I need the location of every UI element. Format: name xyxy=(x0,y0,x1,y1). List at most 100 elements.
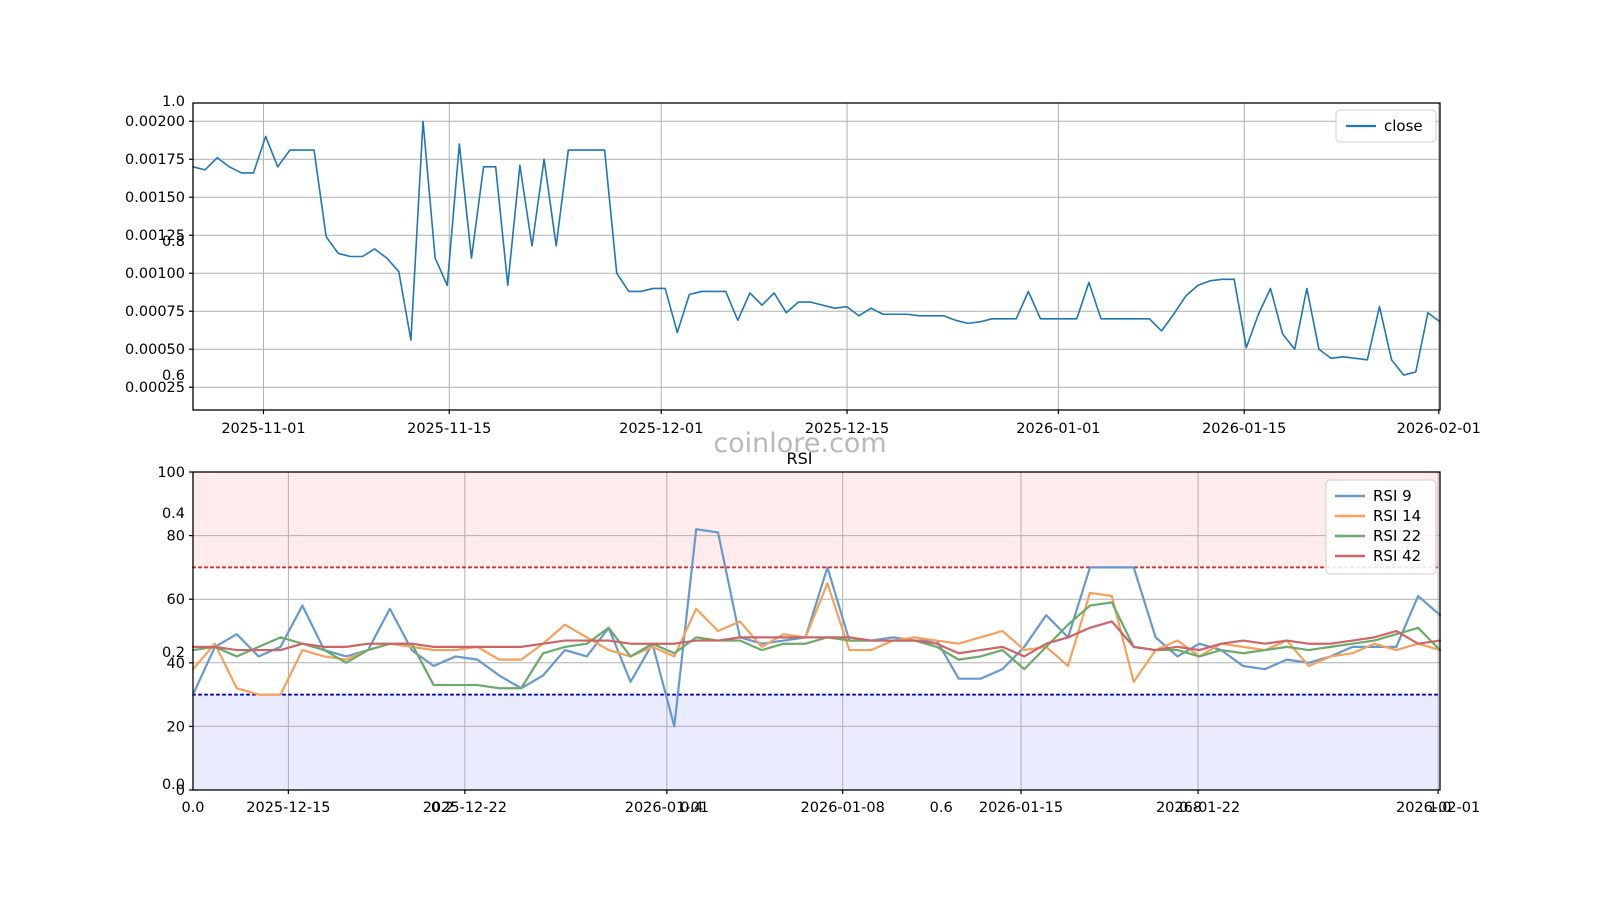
rsi-x-tick: 2026-01-01 xyxy=(625,790,709,816)
rsi-y-tick: 40 xyxy=(167,656,193,672)
price-y-tick: 0.00050 xyxy=(125,342,193,358)
price-x-tick-label: 2026-01-15 xyxy=(1202,421,1286,437)
price-y-tick-label: 0.00125 xyxy=(125,228,185,244)
rsi-x-axis-ticks: 2025-12-15 2025-12-22 2026-01-01 2026-01-08… xyxy=(246,790,1480,816)
price-y-tick-label: 0.00200 xyxy=(125,114,185,130)
rsi-x-axis-ghost-ticks: 0.0 0.2 0.4 0.6 0.8 1.0 xyxy=(181,800,1451,816)
price-y-tick-label: 0.00025 xyxy=(125,380,185,396)
rsi-x-tick-label: 2026-01-15 xyxy=(979,800,1063,816)
rsi-x-ghost-tick-label: 0.6 xyxy=(930,800,953,816)
rsi-legend-label-rsi-42: RSI 42 xyxy=(1373,547,1421,565)
price-y-tick: 0.00175 xyxy=(125,152,193,168)
rsi-x-ghost-tick-label: 0.8 xyxy=(1179,800,1202,816)
price-y-tick-label: 0.00075 xyxy=(125,304,185,320)
price-x-tick: 2025-11-01 xyxy=(221,410,306,437)
rsi-x-tick: 2026-01-22 xyxy=(1156,790,1240,816)
rsi-x-tick: 2026-01-08 xyxy=(801,790,885,816)
price-y-axis-ghost-ticks: 0.6 0.8 1.0 xyxy=(162,94,185,384)
rsi-line-rsi-42 xyxy=(191,620,1442,658)
rsi-legend-label-rsi-9: RSI 9 xyxy=(1373,487,1412,505)
rsi-y-tick: 20 xyxy=(167,719,193,735)
price-legend-box[interactable] xyxy=(1335,109,1437,143)
rsi-y-ghost-tick-label: 0.0 xyxy=(162,777,185,793)
rsi-y-ghost-tick-label: 0.4 xyxy=(162,506,185,522)
rsi-y-tick-label: 60 xyxy=(167,592,185,608)
price-y-tick: 0.00200 xyxy=(125,114,193,130)
rsi-y-tick: 60 xyxy=(167,592,193,608)
price-x-tick: 2025-12-15 xyxy=(805,410,889,437)
price-x-tick-label: 2025-11-15 xyxy=(407,421,491,437)
price-series-group xyxy=(192,120,1441,376)
rsi-x-tick-label: 2026-01-08 xyxy=(801,800,885,816)
rsi-panel-title: RSI xyxy=(787,449,813,468)
rsi-y-tick: 80 xyxy=(167,529,193,545)
price-x-tick-label: 2025-12-01 xyxy=(619,421,703,437)
rsi-y-ghost-tick-label: 0.2 xyxy=(162,645,185,661)
price-y-ghost-tick-label: 0.6 xyxy=(162,368,185,384)
price-x-tick: 2025-12-01 xyxy=(619,410,703,437)
price-y-tick-label: 0.00150 xyxy=(125,190,185,206)
rsi-x-tick: 2025-12-22 xyxy=(423,790,507,816)
rsi-y-tick-label: 20 xyxy=(167,719,185,735)
rsi-chart-panel: 0 20 40 60 80 100 2025-12-15 2025-12-22 2026-01… xyxy=(157,449,1480,816)
price-y-tick-label: 0.00175 xyxy=(125,152,185,168)
rsi-y-tick: 0 xyxy=(176,783,193,799)
price-y-axis-ticks: 0.00025 0.00050 0.00075 0.00100 0.00125 0.001… xyxy=(125,114,193,396)
price-plot-border xyxy=(192,102,1441,411)
rsi-x-tick-label: 2025-12-15 xyxy=(246,800,330,816)
rsi-y-tick-label: 0 xyxy=(176,783,185,799)
overbought-band xyxy=(193,472,1440,568)
price-y-ghost-tick-label: 0.8 xyxy=(162,234,185,250)
rsi-plot-border xyxy=(192,471,1441,791)
rsi-y-axis-ghost-ticks: 0.0 0.2 0.4 xyxy=(162,506,185,793)
price-legend[interactable]: close xyxy=(1335,109,1437,143)
oversold-band xyxy=(193,694,1440,790)
rsi-legend-label-rsi-14: RSI 14 xyxy=(1373,507,1421,525)
rsi-x-tick: 2026-02-01 xyxy=(1396,790,1480,816)
rsi-y-tick-label: 100 xyxy=(157,465,185,481)
rsi-x-tick-label: 2026-02-01 xyxy=(1396,800,1480,816)
price-y-ghost-tick-label: 1.0 xyxy=(162,94,185,110)
price-x-axis-ticks: 2025-11-01 2025-11-15 2025-12-01 2025-12-15… xyxy=(221,410,1481,437)
rsi-legend-box[interactable] xyxy=(1325,479,1437,575)
rsi-legend[interactable]: RSI 9 RSI 14 RSI 22 RSI 42 xyxy=(1325,479,1437,575)
price-y-tick: 0.00025 xyxy=(125,380,193,396)
rsi-x-ghost-tick-label: 0.2 xyxy=(431,800,454,816)
rsi-x-tick: 2025-12-15 xyxy=(246,790,331,816)
rsi-x-ghost-tick-label: 0.4 xyxy=(680,800,703,816)
price-x-tick-label: 2026-01-01 xyxy=(1016,421,1100,437)
close-price-line xyxy=(192,120,1441,376)
price-y-tick: 0.00100 xyxy=(125,266,193,282)
price-x-tick: 2025-11-15 xyxy=(407,410,491,437)
price-plot-background xyxy=(193,103,1440,410)
price-y-tick: 0.00150 xyxy=(125,190,193,206)
price-x-tick: 2026-02-01 xyxy=(1397,410,1481,437)
rsi-y-tick-label: 40 xyxy=(167,656,185,672)
rsi-x-ghost-tick-label: 0.0 xyxy=(181,800,204,816)
rsi-x-tick-label: 2026-01-22 xyxy=(1156,800,1240,816)
price-legend-label: close xyxy=(1384,117,1423,135)
coinlore-watermark: coinlore.com xyxy=(713,428,886,459)
price-x-tick: 2026-01-01 xyxy=(1016,410,1101,437)
price-y-tick: 0.00075 xyxy=(125,304,193,320)
rsi-x-tick: 2026-01-15 xyxy=(979,790,1063,816)
rsi-x-tick-label: 2025-12-22 xyxy=(423,800,507,816)
price-x-tick: 2026-01-15 xyxy=(1202,410,1286,437)
rsi-y-tick-label: 80 xyxy=(167,529,185,545)
price-x-tick-label: 2025-11-01 xyxy=(221,421,305,437)
rsi-line-rsi-9 xyxy=(191,528,1442,728)
price-y-tick: 0.00125 xyxy=(125,228,193,244)
rsi-line-rsi-14 xyxy=(191,582,1442,696)
price-y-tick-label: 0.00050 xyxy=(125,342,185,358)
price-chart-panel: 0.00025 0.00050 0.00075 0.00100 0.00125 0.001… xyxy=(125,94,1481,437)
price-y-tick-label: 0.00100 xyxy=(125,266,185,282)
rsi-x-tick-label: 2026-01-01 xyxy=(625,800,709,816)
rsi-y-tick: 100 xyxy=(157,465,193,481)
rsi-legend-label-rsi-22: RSI 22 xyxy=(1373,527,1421,545)
rsi-x-ghost-tick-label: 1.0 xyxy=(1428,800,1451,816)
rsi-series-group xyxy=(191,528,1442,728)
price-x-tick-label: 2026-02-01 xyxy=(1397,421,1481,437)
rsi-y-axis-ticks: 0 20 40 60 80 100 xyxy=(157,465,193,799)
